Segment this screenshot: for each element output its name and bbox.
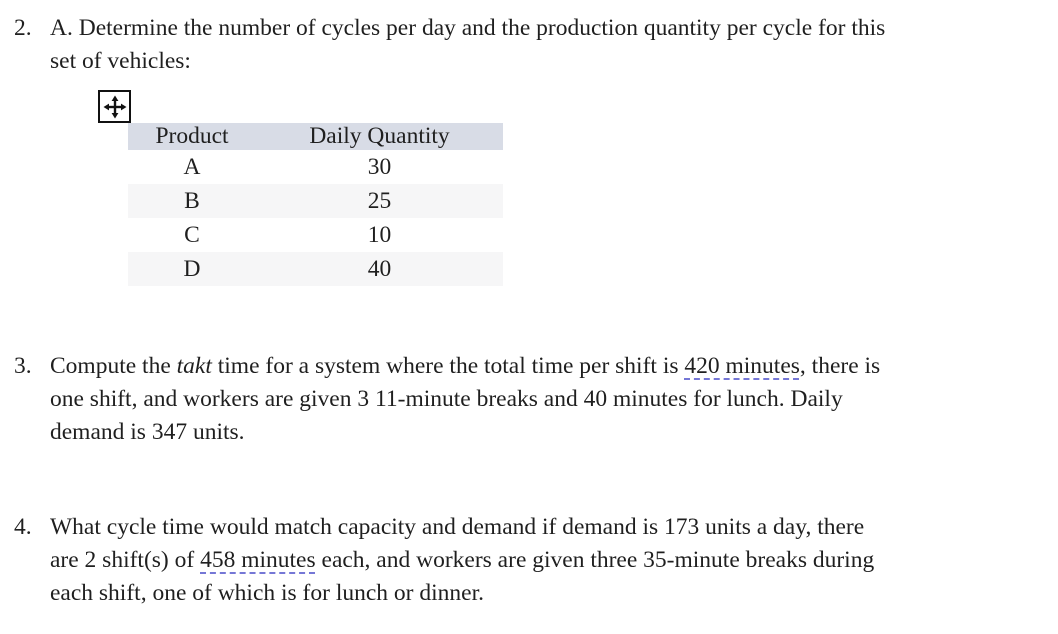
cell-quantity: 10 — [367, 221, 392, 248]
table-row: D 40 — [128, 252, 503, 286]
cell-quantity: 30 — [367, 153, 392, 180]
question-3-text: Compute the — [50, 353, 177, 379]
question-4-line-3: each shift, one of which is for lunch or… — [50, 577, 1058, 610]
cell-quantity: 40 — [367, 255, 392, 282]
header-product: Product — [155, 123, 229, 149]
question-2-text: A. Determine the number of cycles per da… — [50, 15, 886, 41]
question-4-number: 4. — [14, 514, 32, 540]
cell-product: A — [183, 153, 201, 180]
question-4-text: are 2 shift(s) of — [50, 547, 201, 573]
question-3-line-3: demand is 347 units. — [50, 416, 1058, 449]
header-daily-quantity: Daily Quantity — [309, 123, 450, 149]
question-3-line-2: one shift, and workers are given 3 11-mi… — [50, 383, 1058, 416]
product-table-block: Product Daily Quantity A 30 B 25 — [98, 90, 503, 286]
question-3-text: one shift, and workers are given 3 11-mi… — [50, 386, 843, 412]
question-4-line-2: are 2 shift(s) of 458 minutes each, and … — [50, 544, 1058, 577]
question-2: 2. A. Determine the number of cycles per… — [14, 12, 1058, 286]
document-page: 2. A. Determine the number of cycles per… — [14, 12, 1058, 610]
question-3-italic-takt: takt — [176, 353, 212, 379]
cell-product: C — [184, 221, 200, 248]
question-4-text: What cycle time would match capacity and… — [50, 514, 865, 540]
question-3-suggestion-underline: 420 minutes — [684, 353, 800, 379]
question-4-suggestion-underline: 458 minutes — [200, 547, 316, 573]
question-3-text: , there is — [799, 353, 881, 379]
move-arrows-icon — [103, 95, 126, 118]
table-row: B 25 — [128, 184, 503, 218]
question-3-body: Compute the takt time for a system where… — [50, 350, 1058, 449]
table-move-handle[interactable] — [98, 90, 131, 123]
question-2-number: 2. — [14, 15, 32, 41]
question-4-body: What cycle time would match capacity and… — [50, 511, 1058, 610]
table-header-row: Product Daily Quantity — [128, 123, 503, 150]
question-3-text: time for a system where the total time p… — [211, 353, 685, 379]
question-2-body: A. Determine the number of cycles per da… — [50, 12, 1058, 286]
question-3-line-1: Compute the takt time for a system where… — [50, 350, 1058, 383]
table-row: A 30 — [128, 150, 503, 184]
question-2-text: set of vehicles: — [50, 48, 191, 74]
question-4: 4. What cycle time would match capacity … — [14, 511, 1058, 610]
question-4-text: each shift, one of which is for lunch or… — [50, 580, 484, 606]
question-4-line-1: What cycle time would match capacity and… — [50, 511, 1058, 544]
question-3-number: 3. — [14, 353, 32, 379]
cell-product: D — [183, 255, 201, 282]
question-3: 3. Compute the takt time for a system wh… — [14, 350, 1058, 449]
question-2-line-1: A. Determine the number of cycles per da… — [50, 12, 1058, 45]
table-row: C 10 — [128, 218, 503, 252]
question-2-line-2: set of vehicles: — [50, 45, 1058, 78]
question-3-text: demand is 347 units. — [50, 419, 245, 445]
cell-product: B — [184, 187, 200, 214]
product-quantity-table: Product Daily Quantity A 30 B 25 — [128, 123, 503, 286]
question-4-text: each, and workers are given three 35-min… — [315, 547, 875, 573]
cell-quantity: 25 — [367, 187, 392, 214]
